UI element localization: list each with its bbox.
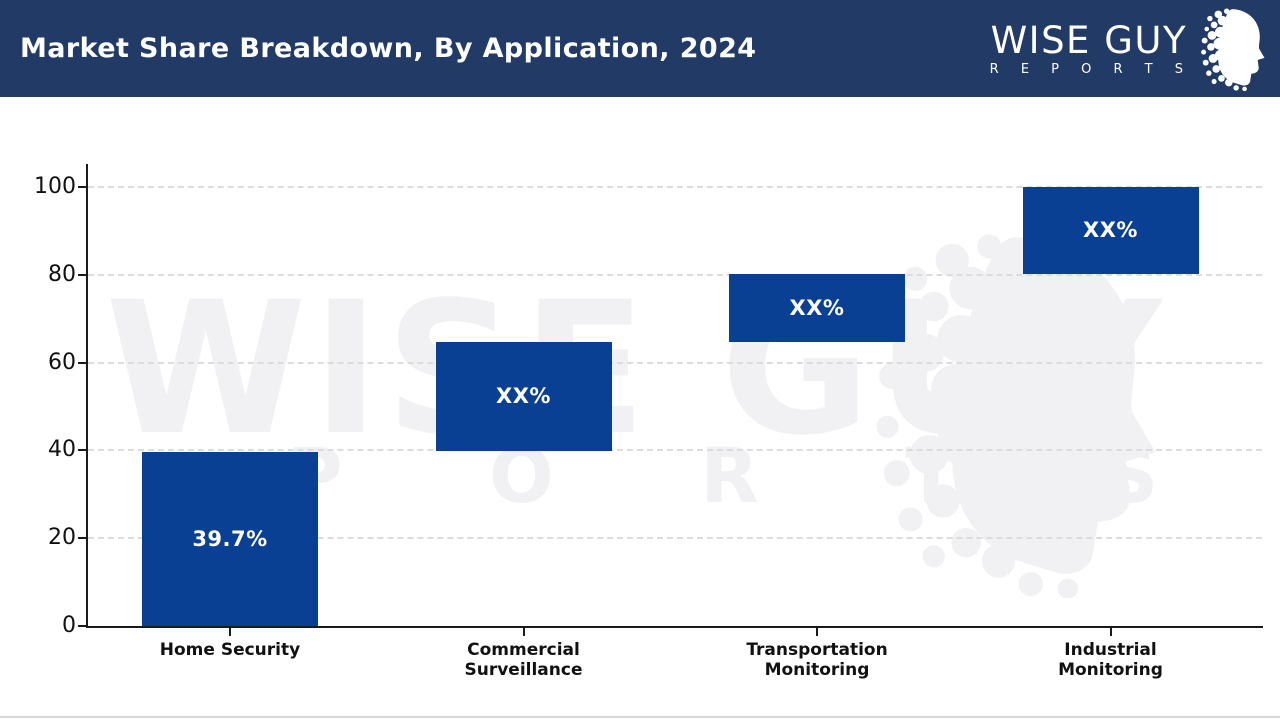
- x-axis-spine: [86, 626, 1263, 628]
- bar-4: XX%: [1022, 186, 1199, 275]
- y-tick-label-60: 60: [48, 349, 76, 375]
- bar-value-label: XX%: [1083, 218, 1138, 243]
- bottom-divider: [0, 716, 1280, 718]
- bar-1: 39.7%: [142, 451, 318, 626]
- y-tick-100: [78, 185, 87, 188]
- y-tick-label-40: 40: [48, 437, 76, 463]
- bar-value-label: XX%: [496, 384, 551, 409]
- watermark-face-icon: [876, 234, 1156, 598]
- y-tick-0: [78, 625, 87, 627]
- wise-guy-logo: WISE GUY R E P O R T S: [986, 0, 1272, 97]
- y-tick-label-100: 100: [34, 173, 76, 199]
- gridline-100: [88, 185, 1262, 188]
- bar-value-label: 39.7%: [192, 526, 268, 551]
- y-tick-60: [78, 361, 87, 364]
- y-tick-80: [78, 273, 87, 276]
- x-tick-label-2: Commercial Surveillance: [464, 640, 583, 680]
- y-tick-label-0: 0: [62, 613, 76, 638]
- logo-text: WISE GUY R E P O R T S: [986, 22, 1192, 76]
- x-tick-label-1: Home Security: [159, 640, 301, 660]
- y-tick-label-80: 80: [48, 261, 76, 287]
- x-tick-3: [816, 628, 818, 636]
- x-tick-label-4: Industrial Monitoring: [1058, 640, 1163, 680]
- y-tick-20: [78, 537, 87, 540]
- gridline-60: [88, 361, 1262, 364]
- header: Market Share Breakdown, By Application, …: [0, 0, 1280, 97]
- bar-3: XX%: [729, 273, 905, 343]
- bar-2: XX%: [435, 341, 612, 451]
- x-tick-1: [229, 628, 231, 636]
- logo-subtext: R E P O R T S: [989, 61, 1192, 77]
- x-tick-4: [1109, 628, 1112, 636]
- y-tick-label-20: 20: [48, 525, 76, 551]
- gridline-40: [88, 449, 1262, 452]
- page-title: Market Share Breakdown, By Application, …: [20, 33, 757, 64]
- gridline-80: [88, 273, 1262, 276]
- logo-face-icon: [1201, 7, 1265, 91]
- bar-value-label: XX%: [789, 296, 845, 321]
- logo-wordmark: WISE GUY: [990, 18, 1188, 62]
- y-axis-spine: [86, 164, 88, 628]
- gridline-20: [88, 537, 1262, 540]
- x-tick-2: [522, 628, 525, 636]
- x-tick-label-3: Transportation Monitoring: [746, 640, 888, 680]
- y-tick-40: [78, 449, 87, 452]
